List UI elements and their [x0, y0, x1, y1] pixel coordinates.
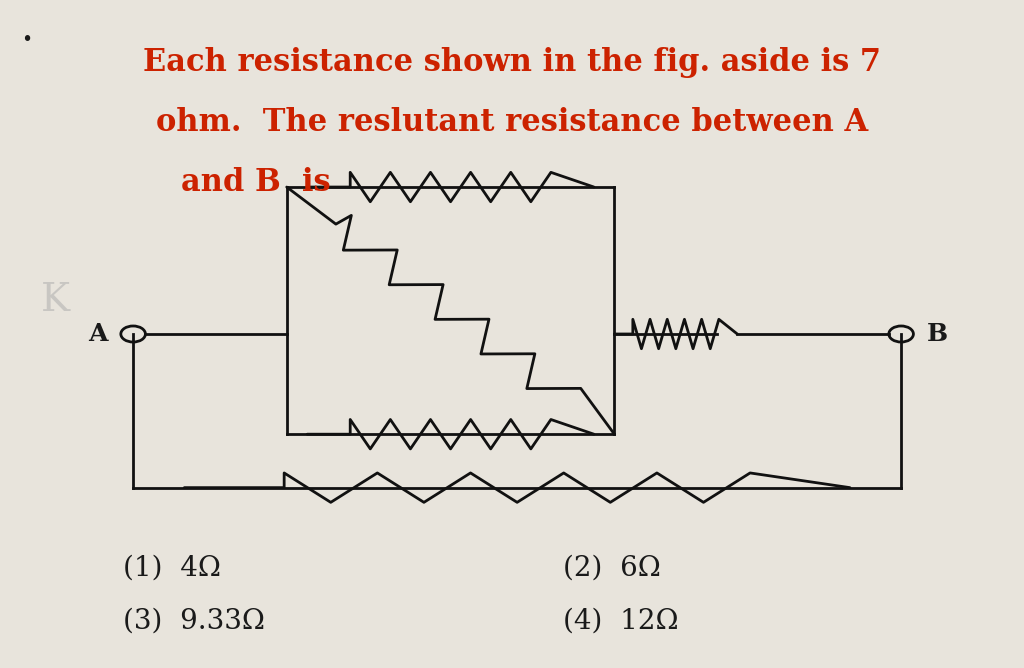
- Text: Each resistance shown in the fig. aside is 7: Each resistance shown in the fig. aside …: [143, 47, 881, 77]
- Text: (4)  12Ω: (4) 12Ω: [563, 608, 679, 635]
- Text: and B  is: and B is: [181, 167, 331, 198]
- Text: ·: ·: [20, 20, 34, 62]
- Text: B: B: [927, 322, 948, 346]
- Text: ohm.  The reslutant resistance between A: ohm. The reslutant resistance between A: [156, 107, 868, 138]
- Text: (1)  4Ω: (1) 4Ω: [123, 554, 221, 581]
- Text: (3)  9.33Ω: (3) 9.33Ω: [123, 608, 265, 635]
- Text: A: A: [88, 322, 108, 346]
- Text: K: K: [41, 282, 70, 319]
- Text: (2)  6Ω: (2) 6Ω: [563, 554, 660, 581]
